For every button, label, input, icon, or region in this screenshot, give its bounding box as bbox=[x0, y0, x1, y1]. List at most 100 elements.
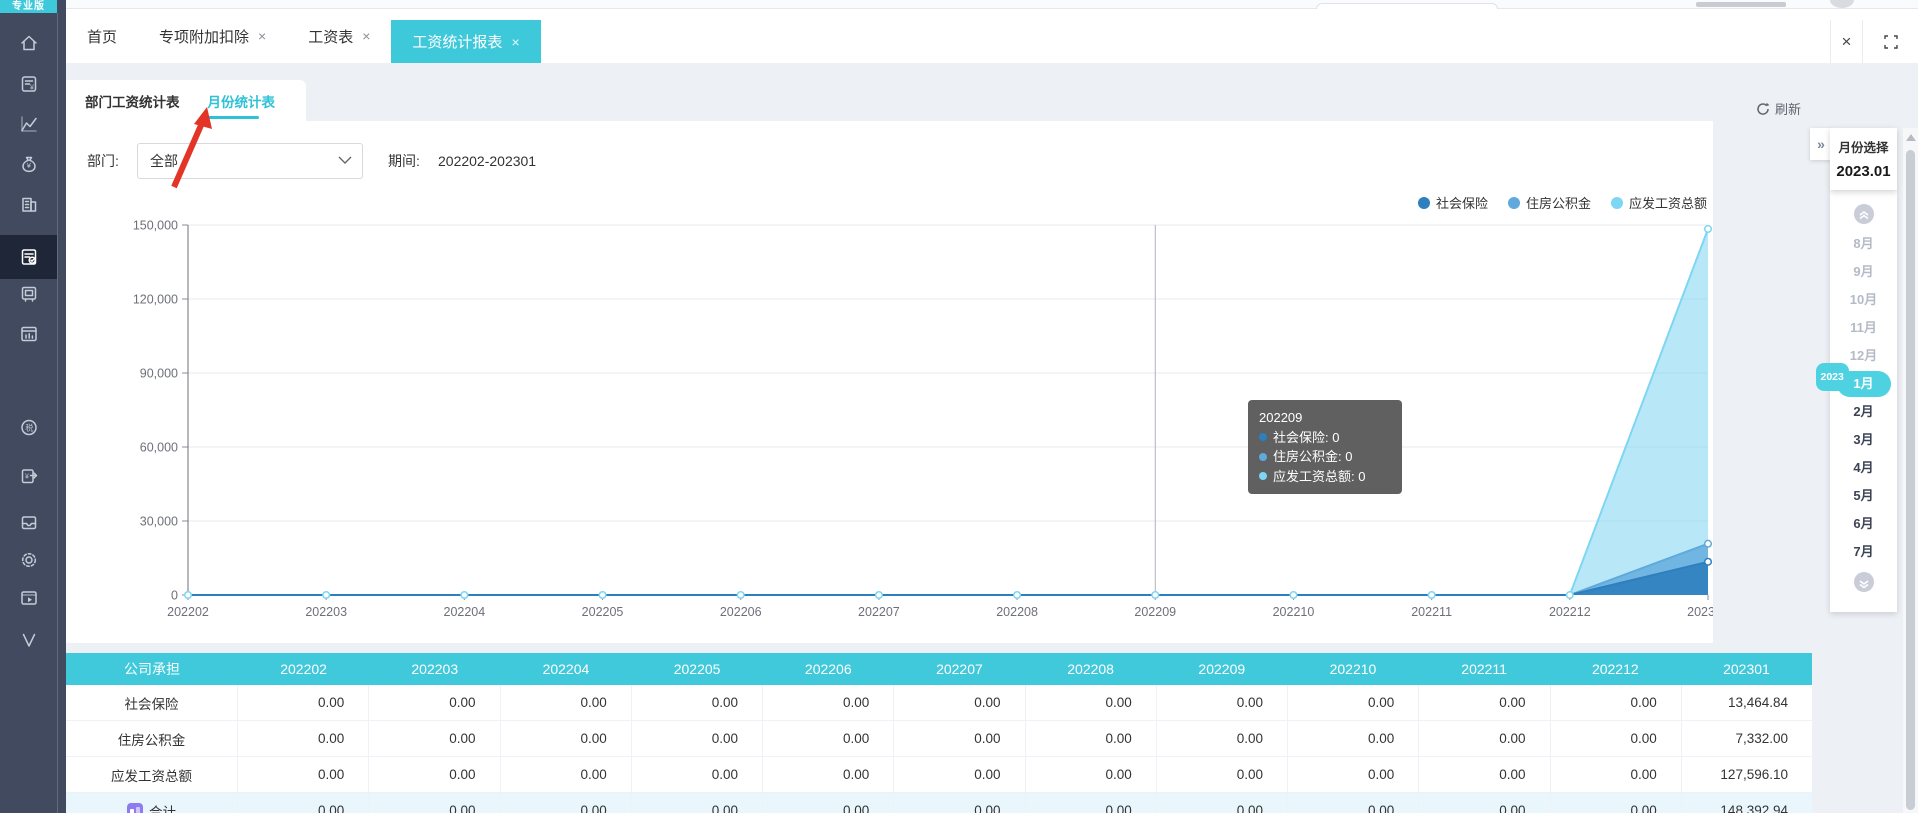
month-item[interactable]: 12月 bbox=[1849, 348, 1878, 363]
sidebar-item-salary-report[interactable] bbox=[0, 235, 57, 279]
value-cell: 0.00 bbox=[238, 721, 370, 756]
table-row: 住房公积金 0.00 0.00 0.00 0.00 0.00 0.00 0.00 0.00 0.0… bbox=[66, 721, 1812, 757]
series-dot bbox=[1259, 452, 1267, 461]
sidebar-item-fixed-assets[interactable] bbox=[0, 312, 57, 356]
value-cell: 0.00 bbox=[632, 757, 763, 792]
scroll-months-up-button[interactable] bbox=[1853, 204, 1874, 224]
value-cell: 0.00 bbox=[632, 721, 763, 756]
svg-text:202209: 202209 bbox=[1134, 605, 1176, 619]
legend-label: 应发工资总额 bbox=[1629, 196, 1708, 211]
value-cell: 0.00 bbox=[1551, 721, 1682, 756]
month-item[interactable]: 8月 bbox=[1853, 236, 1874, 251]
fullscreen-button[interactable] bbox=[1862, 20, 1918, 63]
tax-icon: 税 bbox=[20, 419, 37, 436]
settings-icon bbox=[21, 552, 36, 568]
column-header: 202301 bbox=[1723, 661, 1770, 677]
value-cell: 0.00 bbox=[501, 757, 632, 792]
close-icon[interactable]: × bbox=[258, 28, 267, 44]
tab-special-deduction[interactable]: 专项附加扣除 × bbox=[138, 9, 287, 63]
sidebar-item-settings[interactable] bbox=[0, 538, 57, 582]
chart-legend: 社会保险 住房公积金 应发工资总额 bbox=[1418, 193, 1707, 212]
report-subtab-card: 部门工资统计表 月份统计表 bbox=[66, 80, 306, 121]
svg-text:150,000: 150,000 bbox=[133, 219, 178, 233]
column-header: 202209 bbox=[1198, 661, 1246, 677]
month-item[interactable]: 7月 bbox=[1853, 544, 1874, 559]
window-buttons: × bbox=[1830, 20, 1918, 63]
value-cell: 0.00 bbox=[1157, 793, 1288, 813]
fixed-assets-icon bbox=[20, 326, 37, 342]
month-item[interactable]: 2月 bbox=[1853, 404, 1874, 419]
value-cell: 0.00 bbox=[1551, 757, 1682, 792]
month-item[interactable]: 11月 bbox=[1850, 320, 1877, 335]
close-icon[interactable]: × bbox=[511, 33, 520, 50]
month-panel-header: 月份选择 2023.01 bbox=[1830, 128, 1897, 190]
sidebar-item-line-chart[interactable] bbox=[0, 102, 57, 146]
table-row: 社会保险 0.00 0.00 0.00 0.00 0.00 0.00 0.00 0.00 0.00… bbox=[66, 685, 1812, 721]
close-icon[interactable]: × bbox=[362, 28, 371, 44]
table-header-row: 公司承担 202202 202203 202204 202205 202206 202207… bbox=[66, 653, 1812, 685]
tab-bar: 首页 专项附加扣除 × 工资表 × 工资统计报表 × × bbox=[66, 9, 1918, 63]
tab-home[interactable]: 首页 bbox=[66, 9, 138, 63]
row-label: 应发工资总额 bbox=[66, 757, 238, 792]
svg-text:¥: ¥ bbox=[26, 161, 31, 170]
sidebar-item-home[interactable] bbox=[0, 21, 57, 65]
sidebar-item-tutorial-video[interactable] bbox=[0, 576, 57, 620]
month-panel-title: 月份选择 bbox=[1838, 141, 1889, 155]
value-cell: 0.00 bbox=[238, 685, 370, 720]
money-bag-icon: ¥ bbox=[21, 156, 36, 173]
sidebar-item-archive[interactable] bbox=[0, 500, 57, 544]
svg-text:202208: 202208 bbox=[996, 605, 1038, 619]
sidebar-item-billing[interactable]: ¥ bbox=[0, 62, 57, 106]
stacked-area-chart[interactable]: 0 30,000 60,000 90,000 120,000 150,000 202202 2… bbox=[66, 185, 1713, 643]
tab-salary-statistics-report[interactable]: 工资统计报表 × bbox=[391, 20, 541, 63]
tab-salary-sheet[interactable]: 工资表 × bbox=[287, 9, 391, 63]
sidebar-item-company[interactable] bbox=[0, 182, 57, 226]
month-item[interactable]: 10月 bbox=[1849, 292, 1878, 307]
refresh-button[interactable]: 刷新 bbox=[1756, 99, 1801, 118]
sidebar-item-cashier[interactable] bbox=[0, 272, 57, 316]
period-label: 期间: bbox=[388, 153, 420, 169]
value-cell: 0.00 bbox=[1419, 793, 1551, 813]
subtab-department-salary[interactable]: 部门工资统计表 bbox=[85, 94, 180, 110]
month-item[interactable]: 4月 bbox=[1853, 460, 1874, 475]
value-cell: 0.00 bbox=[1026, 721, 1157, 756]
brand-v-icon bbox=[22, 633, 35, 647]
value-cell: 0.00 bbox=[894, 721, 1026, 756]
legend-item-housing-fund[interactable]: 住房公积金 bbox=[1508, 193, 1591, 212]
column-header: 202207 bbox=[936, 661, 983, 677]
month-item[interactable]: 3月 bbox=[1853, 432, 1874, 447]
month-item[interactable]: 1月 2023 bbox=[1815, 363, 1891, 397]
active-subtab-underline bbox=[203, 116, 259, 119]
collapse-month-panel-button[interactable]: » bbox=[1810, 128, 1832, 160]
scrollbar-thumb[interactable] bbox=[1906, 150, 1915, 810]
sidebar-item-brand-v[interactable] bbox=[0, 618, 57, 662]
legend-item-gross-salary[interactable]: 应发工资总额 bbox=[1611, 193, 1707, 212]
svg-text:30,000: 30,000 bbox=[140, 515, 178, 529]
legend-item-social-insurance[interactable]: 社会保险 bbox=[1418, 193, 1488, 212]
row-label: 住房公积金 bbox=[66, 721, 238, 756]
month-item[interactable]: 5月 bbox=[1853, 488, 1874, 503]
svg-text:60,000: 60,000 bbox=[140, 441, 178, 455]
tab-label: 首页 bbox=[87, 28, 118, 46]
fullscreen-icon bbox=[1883, 34, 1898, 49]
value-cell: 0.00 bbox=[894, 757, 1026, 792]
department-select[interactable]: 全部 bbox=[137, 143, 363, 179]
scroll-months-down-button[interactable] bbox=[1853, 572, 1874, 592]
sidebar-item-money-bag[interactable]: ¥ bbox=[0, 142, 57, 186]
table-row: 应发工资总额 0.00 0.00 0.00 0.00 0.00 0.00 0.00 0.00 0.… bbox=[66, 757, 1812, 793]
svg-text:202212: 202212 bbox=[1549, 605, 1591, 619]
voucher-export-icon: ¥ bbox=[21, 469, 37, 484]
month-item[interactable]: 6月 bbox=[1853, 516, 1874, 531]
sidebar-item-voucher-export[interactable]: ¥ bbox=[0, 454, 57, 498]
subtab-monthly-statistics[interactable]: 月份统计表 bbox=[207, 94, 276, 110]
value-cell: 0.00 bbox=[1419, 685, 1551, 720]
value-cell: 0.00 bbox=[632, 685, 763, 720]
sidebar-item-tax[interactable]: 税 bbox=[0, 405, 57, 449]
legend-dot bbox=[1611, 196, 1624, 209]
svg-text:202210: 202210 bbox=[1273, 605, 1315, 619]
period-value: 202202-202301 bbox=[438, 153, 537, 169]
month-item[interactable]: 9月 bbox=[1853, 264, 1874, 279]
vertical-scrollbar[interactable] bbox=[1903, 128, 1918, 813]
close-page-button[interactable]: × bbox=[1830, 20, 1862, 63]
scroll-up-arrow[interactable] bbox=[1906, 134, 1916, 141]
